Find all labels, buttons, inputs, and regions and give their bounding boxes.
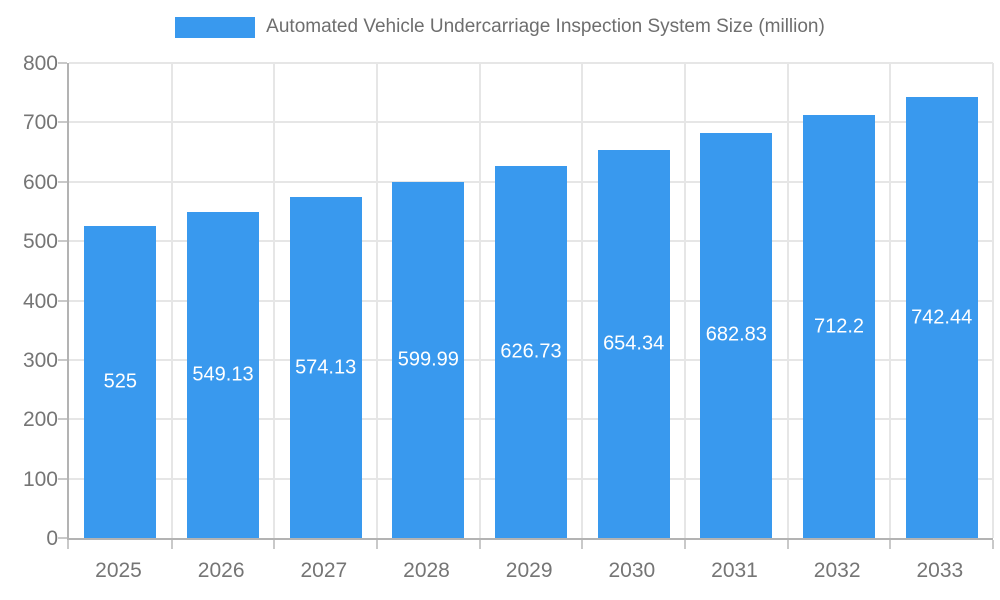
y-axis-tick-label: 700 [22, 111, 58, 135]
x-axis-tick-label: 2032 [813, 559, 861, 582]
y-axis-tick-label: 0 [46, 527, 58, 550]
y-axis-tick-icon [58, 477, 67, 480]
gridline-vertical [376, 63, 378, 538]
x-axis-tick-label: 2029 [505, 559, 553, 582]
bar-value-label: 654.34 [603, 332, 665, 355]
x-axis-tick-label: 2025 [95, 559, 142, 582]
bar-value-label: 525 [103, 370, 138, 393]
bar-value-label: 599.99 [397, 348, 459, 371]
gridline-vertical [992, 63, 994, 538]
bar-2027: 574.13 [289, 197, 362, 538]
y-axis-tick-label: 600 [22, 170, 58, 194]
legend-item[interactable]: Automated Vehicle Undercarriage Inspecti… [175, 16, 825, 38]
gridline-vertical [273, 63, 276, 538]
y-axis-tick-label: 100 [22, 467, 58, 491]
gridline-vertical [786, 63, 789, 538]
y-axis-tick-icon [58, 62, 67, 64]
bar-2025: 525 [84, 226, 157, 538]
x-axis-tick-icon [478, 540, 481, 549]
bar-2026: 549.13 [187, 211, 259, 538]
bar-value-label: 712.2 [813, 315, 865, 338]
x-axis-tick-icon [67, 540, 69, 549]
gridline-horizontal [69, 62, 993, 64]
bar-2033: 742.44 [905, 97, 978, 538]
y-axis-tick-label: 800 [22, 52, 58, 75]
y-axis-tick-icon [58, 240, 67, 243]
bar-2031: 682.83 [700, 132, 773, 538]
y-axis-tick-icon [58, 180, 67, 183]
x-axis-tick-icon [376, 540, 378, 549]
gridline-horizontal [69, 121, 993, 124]
x-axis-tick-label: 2031 [711, 559, 758, 582]
gridline-vertical [581, 63, 584, 538]
legend: Automated Vehicle Undercarriage Inspecti… [0, 16, 1000, 38]
y-axis-tick-icon [58, 537, 67, 539]
y-axis-tick-icon [58, 299, 67, 302]
bar-value-label: 574.13 [295, 356, 357, 379]
y-axis-tick-icon [58, 358, 67, 361]
legend-swatch-icon [175, 16, 256, 38]
y-axis-tick-label: 300 [22, 348, 58, 372]
y-axis-tick-label: 500 [22, 230, 58, 254]
x-axis-tick-icon [170, 540, 173, 549]
x-axis-tick-icon [273, 540, 276, 549]
gridline-vertical [170, 63, 173, 538]
x-axis-tick-icon [992, 540, 994, 549]
y-axis-tick-icon [58, 418, 67, 421]
y-axis-tick-label: 200 [22, 408, 58, 432]
gridline-vertical [684, 63, 686, 538]
plot-area: 525 549.13 574.13 599.99 626.73 654.34 682.83 7… [58, 62, 994, 549]
x-axis-tick-label: 2027 [300, 559, 348, 582]
x-axis-tick-label: 2033 [916, 559, 964, 582]
x-axis-tick-label: 2028 [403, 559, 450, 582]
bar-value-label: 549.13 [192, 363, 254, 386]
gridline-vertical [889, 63, 892, 538]
x-axis-tick-icon [786, 540, 789, 549]
x-axis-tick-icon [889, 540, 892, 549]
x-axis-tick-label: 2026 [197, 559, 245, 582]
bar-2030: 654.34 [597, 149, 670, 538]
x-axis-tick-icon [581, 540, 584, 549]
y-axis-tick-label: 400 [22, 289, 58, 313]
x-axis-tick-icon [684, 540, 686, 549]
bar-2029: 626.73 [495, 165, 567, 538]
y-axis-tick-icon [58, 121, 67, 124]
bar-2032: 712.2 [803, 115, 875, 538]
bar-2028: 599.99 [392, 181, 465, 538]
x-axis-tick-label: 2030 [608, 559, 656, 582]
legend-label: Automated Vehicle Undercarriage Inspecti… [266, 16, 825, 37]
bar-value-label: 682.83 [705, 323, 767, 346]
bar-value-label: 742.44 [911, 306, 973, 329]
bar-value-label: 626.73 [500, 340, 562, 363]
gridline-vertical [478, 63, 481, 538]
